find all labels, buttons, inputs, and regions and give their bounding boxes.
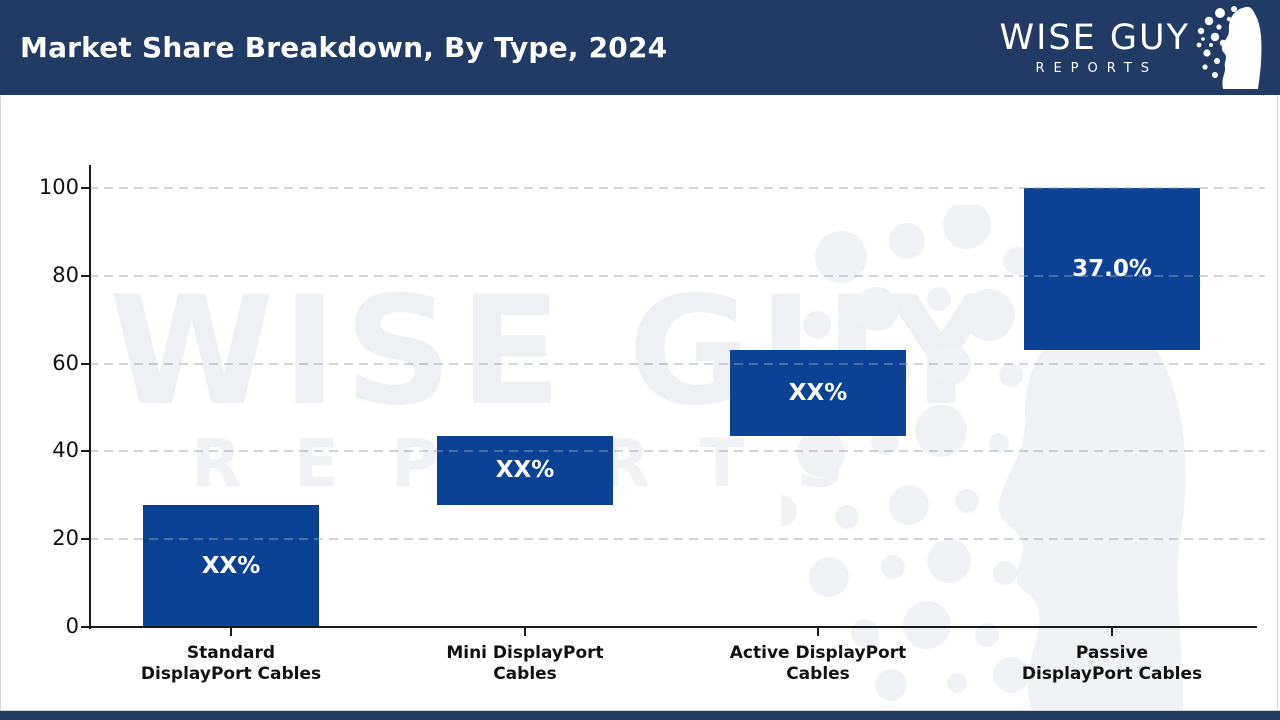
y-axis-tick [81, 362, 89, 365]
x-axis-tick [817, 628, 819, 636]
gridline [89, 538, 1265, 541]
brand-head-dots-icon [1192, 3, 1266, 93]
footer-bar [0, 711, 1280, 720]
bar-segment: XX% [143, 505, 319, 627]
header-bar: Market Share Breakdown, By Type, 2024 WI… [0, 0, 1280, 95]
y-axis-tick [81, 538, 89, 541]
gridline [89, 274, 1265, 277]
gridline [89, 450, 1265, 453]
brand-logo-name: WISE GUY [999, 17, 1190, 58]
page-title: Market Share Breakdown, By Type, 2024 [20, 31, 668, 64]
x-axis-category-line: DisplayPort Cables [1021, 664, 1203, 684]
x-axis-category-label: Mini DisplayPort Cables [395, 643, 655, 685]
y-axis-tick [81, 450, 89, 453]
x-axis-tick [524, 628, 526, 636]
bar-segment: 37.0% [1024, 188, 1200, 351]
y-axis-tick-label: 20 [52, 526, 79, 551]
brand-logo: WISE GUY REPORTS [999, 3, 1280, 93]
y-axis-tick-label: 80 [52, 262, 79, 287]
x-axis-category-line: Cables [786, 664, 850, 684]
brand-logo-sub: REPORTS [1035, 60, 1159, 76]
y-axis-tick [81, 274, 89, 277]
x-axis-category-label: Standard DisplayPort Cables [101, 643, 361, 685]
y-axis-tick-label: 60 [52, 350, 79, 375]
x-axis-tick [1111, 628, 1113, 636]
bar-segment: XX% [437, 436, 613, 505]
bar-segment: XX% [730, 349, 906, 437]
bar-value-label: XX% [788, 379, 848, 406]
bar-value-label: XX% [201, 553, 261, 580]
x-axis-category-line: Cables [493, 664, 557, 684]
bar-value-label: 37.0% [1072, 256, 1152, 283]
gridline [89, 362, 1265, 365]
bar-value-label: XX% [495, 457, 555, 484]
x-axis-category-line: Passive [1075, 643, 1149, 663]
x-axis-category-label: Passive DisplayPort Cables [982, 643, 1242, 685]
gridline [89, 187, 1265, 189]
x-axis-category-line: Standard [186, 643, 276, 663]
x-axis-line [89, 626, 1257, 628]
x-axis-tick [230, 628, 232, 636]
y-axis-line [89, 165, 91, 629]
x-axis-category-line: DisplayPort Cables [140, 664, 322, 684]
y-axis-tick-label: 40 [52, 438, 79, 463]
y-axis-tick [81, 626, 89, 628]
chart-area: WISE GUY REPORTS [0, 95, 1278, 710]
y-axis-tick-label: 0 [65, 614, 79, 638]
y-axis-tick-label: 100 [38, 175, 79, 199]
x-axis-category-label: Active DisplayPort Cables [688, 643, 948, 685]
brand-logo-text: WISE GUY REPORTS [999, 17, 1190, 76]
x-axis-category-line: Active DisplayPort [729, 643, 907, 663]
x-axis-category-line: Mini DisplayPort [446, 643, 604, 663]
footer-hairline [0, 710, 1280, 711]
y-axis-tick [81, 187, 89, 189]
